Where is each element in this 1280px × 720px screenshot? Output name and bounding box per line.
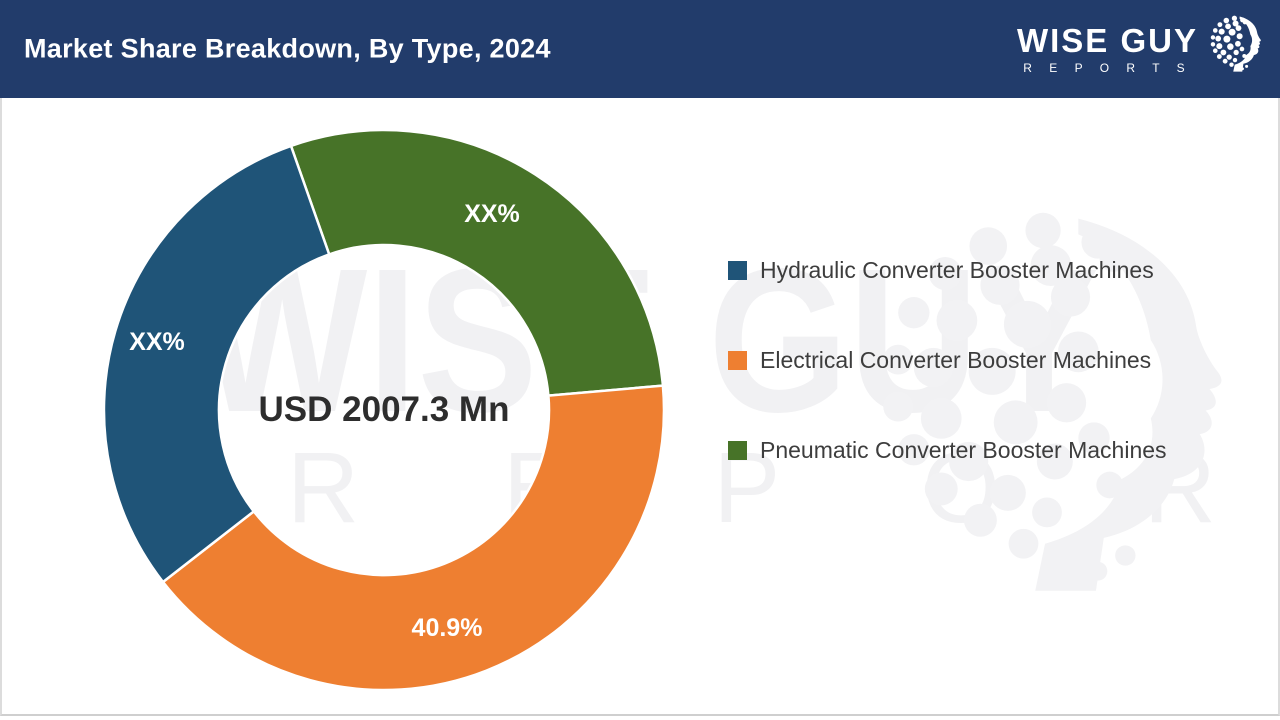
legend-label-electrical: Electrical Converter Booster Machines <box>760 346 1152 373</box>
donut-chart: XX% XX% 40.9% USD 2007.3 Mn <box>102 128 666 692</box>
segment-pneumatic <box>289 128 665 397</box>
legend-label-pneumatic: Pneumatic Converter Booster Machines <box>760 436 1167 463</box>
legend-item-hydraulic: Hydraulic Converter Booster Machines <box>728 256 1167 284</box>
legend-item-pneumatic: Pneumatic Converter Booster Machines <box>728 436 1167 464</box>
hydraulic-value-label: XX% <box>129 328 185 356</box>
segment-hydraulic <box>102 144 331 584</box>
pneumatic-value-label: XX% <box>464 200 520 228</box>
chart-legend: Hydraulic Converter Booster Machines Ele… <box>728 256 1167 526</box>
brand-name: WISE GUY <box>1016 21 1198 59</box>
page-title: Market Share Breakdown, By Type, 2024 <box>24 33 551 64</box>
brand-logo: WISE GUY R E P O R T S <box>1017 6 1264 92</box>
wiseguy-face-icon <box>1210 15 1261 72</box>
electrical-value-label: 40.9% <box>412 614 483 642</box>
legend-label-hydraulic: Hydraulic Converter Booster Machines <box>760 256 1154 283</box>
segment-electrical <box>161 384 666 692</box>
legend-swatch-electrical <box>728 350 747 370</box>
legend-item-electrical: Electrical Converter Booster Machines <box>728 346 1167 374</box>
chart-area: WISE GUY R E P O R T S XX% XX% 40.9% USD… <box>0 98 1280 716</box>
brand-text: WISE GUY R E P O R T S <box>1017 24 1198 75</box>
brand-subtitle: R E P O R T S <box>1023 60 1192 75</box>
header: Market Share Breakdown, By Type, 2024 WI… <box>0 0 1280 98</box>
legend-swatch-hydraulic <box>728 260 747 280</box>
legend-swatch-pneumatic <box>728 440 747 460</box>
center-value-label: USD 2007.3 Mn <box>259 390 510 429</box>
